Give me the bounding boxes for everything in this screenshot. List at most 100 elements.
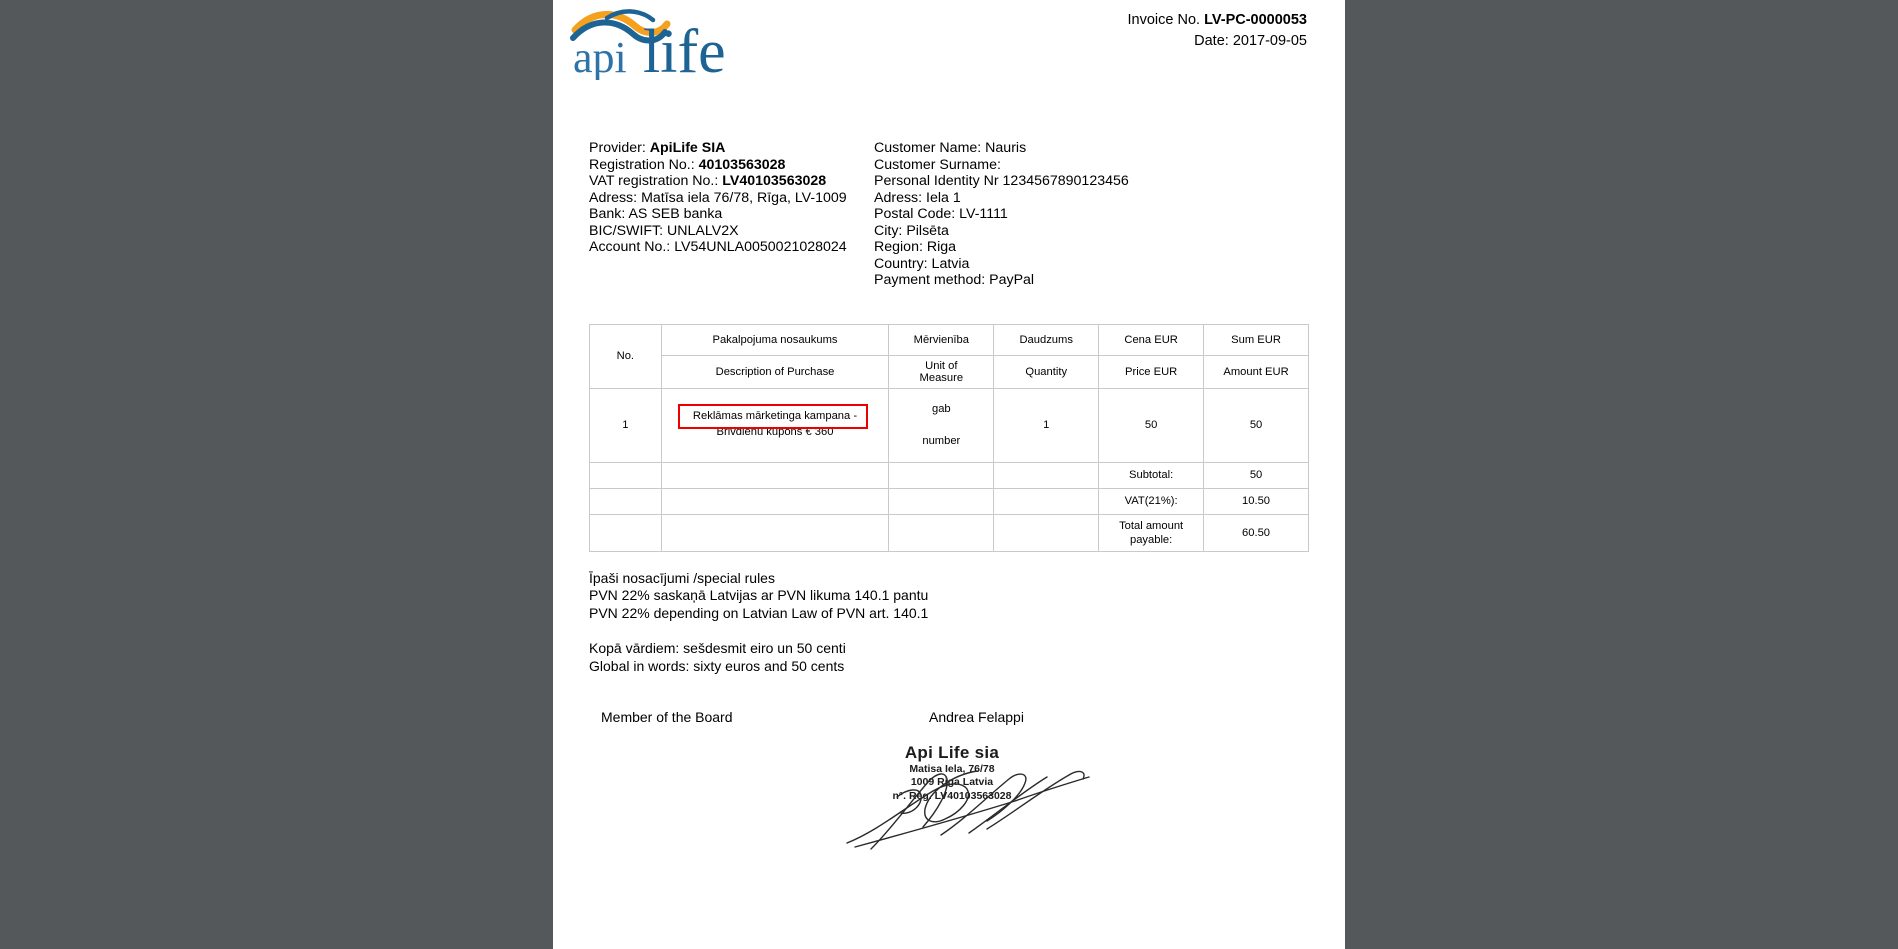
totals-label-total-line1: Total amount bbox=[1119, 519, 1184, 532]
parties-block: Provider: ApiLife SIA Registration No.: … bbox=[589, 140, 1309, 289]
filler-cell bbox=[888, 513, 995, 552]
invoice-number-value: LV-PC-0000053 bbox=[1204, 12, 1307, 28]
header-cell-sum-lv: Sum EUR bbox=[1203, 323, 1309, 356]
provider-line: Account No.: LV54UNLA0050021028024 bbox=[589, 239, 874, 256]
filler-cell bbox=[888, 461, 995, 489]
row-cell-quantity: 1 bbox=[993, 387, 1100, 463]
table-row: 1 Reklāmas mārketinga kampana - Brivdien… bbox=[589, 387, 1309, 463]
provider-label: Adress: bbox=[589, 189, 638, 206]
signatory-name: Andrea Felappi bbox=[929, 709, 1024, 726]
filler-cell bbox=[589, 461, 662, 489]
row-description-line2: Brivdienu kupons € 360 bbox=[716, 426, 834, 439]
provider-value: ApiLife SIA bbox=[649, 140, 726, 156]
svg-text:life: life bbox=[643, 18, 726, 80]
provider-line: VAT registration No.: LV40103563028 bbox=[589, 173, 874, 190]
totals-label-total-line2: payable: bbox=[1129, 533, 1173, 546]
invoice-meta: Invoice No. LV-PC-0000053 Date: 2017-09-… bbox=[1128, 4, 1309, 51]
provider-value: 40103563028 bbox=[698, 156, 786, 173]
filler-cell bbox=[993, 487, 1100, 515]
row-unit-lv: gab bbox=[931, 402, 951, 415]
header-cell-sum-en: Amount EUR bbox=[1203, 354, 1309, 389]
apilife-logo: api life bbox=[567, 4, 797, 80]
totals-row-total: Total amount payable: 60.50 bbox=[589, 513, 1309, 552]
amount-in-words-en: Global in words: sixty euros and 50 cent… bbox=[589, 657, 845, 674]
totals-value-total: 60.50 bbox=[1203, 513, 1309, 552]
special-rule-lv: PVN 22% saskaņā Latvijas ar PVN likuma 1… bbox=[589, 587, 929, 604]
invoice-date-value: 2017-09-05 bbox=[1232, 32, 1307, 49]
filler-cell bbox=[589, 487, 662, 515]
row-description-line1: Reklāmas mārketinga kampana - bbox=[692, 410, 858, 423]
totals-row-subtotal: Subtotal: 50 bbox=[589, 461, 1309, 489]
provider-value: LV40103563028 bbox=[722, 173, 827, 190]
invoice-date-label: Date: bbox=[1194, 32, 1229, 49]
invoice-date-line: Date: 2017-09-05 bbox=[1128, 31, 1307, 52]
special-rule-en: PVN 22% depending on Latvian Law of PVN … bbox=[589, 604, 929, 621]
notes-block: Īpaši nosacījumi /special rules PVN 22% … bbox=[589, 570, 1309, 676]
provider-label: Account No.: bbox=[589, 239, 671, 256]
filler-cell bbox=[660, 461, 890, 489]
filler-cell bbox=[589, 513, 662, 552]
totals-label-vat: VAT(21%): bbox=[1098, 487, 1205, 515]
filler-cell bbox=[888, 487, 995, 515]
handwritten-signature-icon bbox=[846, 770, 1090, 850]
header-cell-quantity-en: Quantity bbox=[993, 354, 1100, 389]
provider-value: UNLALV2X bbox=[667, 222, 739, 239]
provider-line: BIC/SWIFT: UNLALV2X bbox=[589, 223, 874, 240]
totals-row-vat: VAT(21%): 10.50 bbox=[589, 487, 1309, 515]
header-cell-quantity-lv: Daudzums bbox=[993, 323, 1100, 356]
provider-block: Provider: ApiLife SIA Registration No.: … bbox=[589, 140, 874, 289]
provider-label: Registration No.: bbox=[589, 156, 695, 173]
totals-value-vat: 10.50 bbox=[1203, 487, 1309, 515]
customer-line: Adress: Iela 1 bbox=[874, 189, 961, 206]
header-cell-unit-en: Unit of Measure bbox=[888, 354, 995, 389]
filler-cell bbox=[660, 487, 890, 515]
header-unit-line2: Measure bbox=[919, 371, 964, 384]
table-header-row-en: Description of Purchase Unit of Measure … bbox=[590, 354, 1309, 389]
invoice-table-wrapper: No. Pakalpojuma nosaukums Mērvienība Dau… bbox=[589, 323, 1309, 552]
provider-label: VAT registration No.: bbox=[589, 173, 719, 190]
customer-block: Customer Name: Nauris Customer Surname: … bbox=[874, 140, 1309, 289]
header-cell-price-lv: Cena EUR bbox=[1098, 323, 1205, 356]
svg-text:api: api bbox=[573, 33, 627, 80]
header-cell-description-en: Description of Purchase bbox=[660, 354, 890, 389]
totals-label-subtotal: Subtotal: bbox=[1098, 461, 1205, 489]
signatory-role: Member of the Board bbox=[601, 709, 733, 726]
row-cell-no: 1 bbox=[589, 387, 662, 463]
customer-line: Country: Latvia bbox=[874, 255, 970, 272]
provider-label: Bank: bbox=[589, 206, 626, 223]
row-cell-description: Reklāmas mārketinga kampana - Brivdienu … bbox=[660, 387, 890, 463]
invoice-table: No. Pakalpojuma nosaukums Mērvienība Dau… bbox=[589, 323, 1309, 552]
provider-value: LV54UNLA0050021028024 bbox=[674, 239, 847, 256]
apilife-logo-icon: api life bbox=[570, 9, 726, 80]
provider-line: Registration No.: 40103563028 bbox=[589, 157, 874, 174]
provider-value: Matīsa iela 76/78, Rīga, LV-1009 bbox=[641, 189, 847, 206]
invoice-number-line: Invoice No. LV-PC-0000053 bbox=[1128, 10, 1307, 31]
filler-cell bbox=[993, 461, 1100, 489]
header-cell-unit-lv: Mērvienība bbox=[888, 323, 995, 356]
provider-line: Adress: Matīsa iela 76/78, Rīga, LV-1009 bbox=[589, 190, 874, 207]
signature-block: Member of the Board Andrea Felappi bbox=[589, 709, 1309, 725]
provider-line: Bank: AS SEB banka bbox=[589, 206, 874, 223]
header-cell-price-en: Price EUR bbox=[1098, 354, 1205, 389]
totals-value-subtotal: 50 bbox=[1203, 461, 1309, 489]
filler-cell bbox=[993, 513, 1100, 552]
totals-label-total: Total amount payable: bbox=[1098, 513, 1205, 552]
invoice-page: api life Invoice No. LV-PC-0000053 Date:… bbox=[553, 0, 1345, 949]
header-cell-description-lv: Pakalpojuma nosaukums bbox=[660, 323, 890, 356]
row-cell-sum: 50 bbox=[1203, 387, 1309, 463]
row-unit-en: number bbox=[922, 435, 961, 448]
stamp-company: Api Life sia bbox=[904, 743, 1000, 763]
amount-in-words-lv: Kopā vārdiem: sešdesmit eiro un 50 centi bbox=[589, 640, 846, 657]
provider-label: BIC/SWIFT: bbox=[589, 222, 664, 239]
filler-cell bbox=[660, 513, 890, 552]
customer-line: City: Pilsēta bbox=[874, 222, 949, 239]
customer-line: Payment method: PayPal bbox=[874, 272, 1035, 289]
customer-line: Personal Identity Nr 1234567890123456 bbox=[874, 173, 1129, 190]
customer-line: Customer Surname: bbox=[874, 156, 1001, 173]
table-header-row-lv: No. Pakalpojuma nosaukums Mērvienība Dau… bbox=[589, 323, 1309, 389]
customer-line: Customer Name: Nauris bbox=[874, 140, 1027, 156]
customer-line: Region: Riga bbox=[874, 239, 957, 256]
customer-line: Postal Code: LV-1111 bbox=[874, 206, 1008, 223]
provider-line: Provider: ApiLife SIA bbox=[589, 140, 874, 157]
